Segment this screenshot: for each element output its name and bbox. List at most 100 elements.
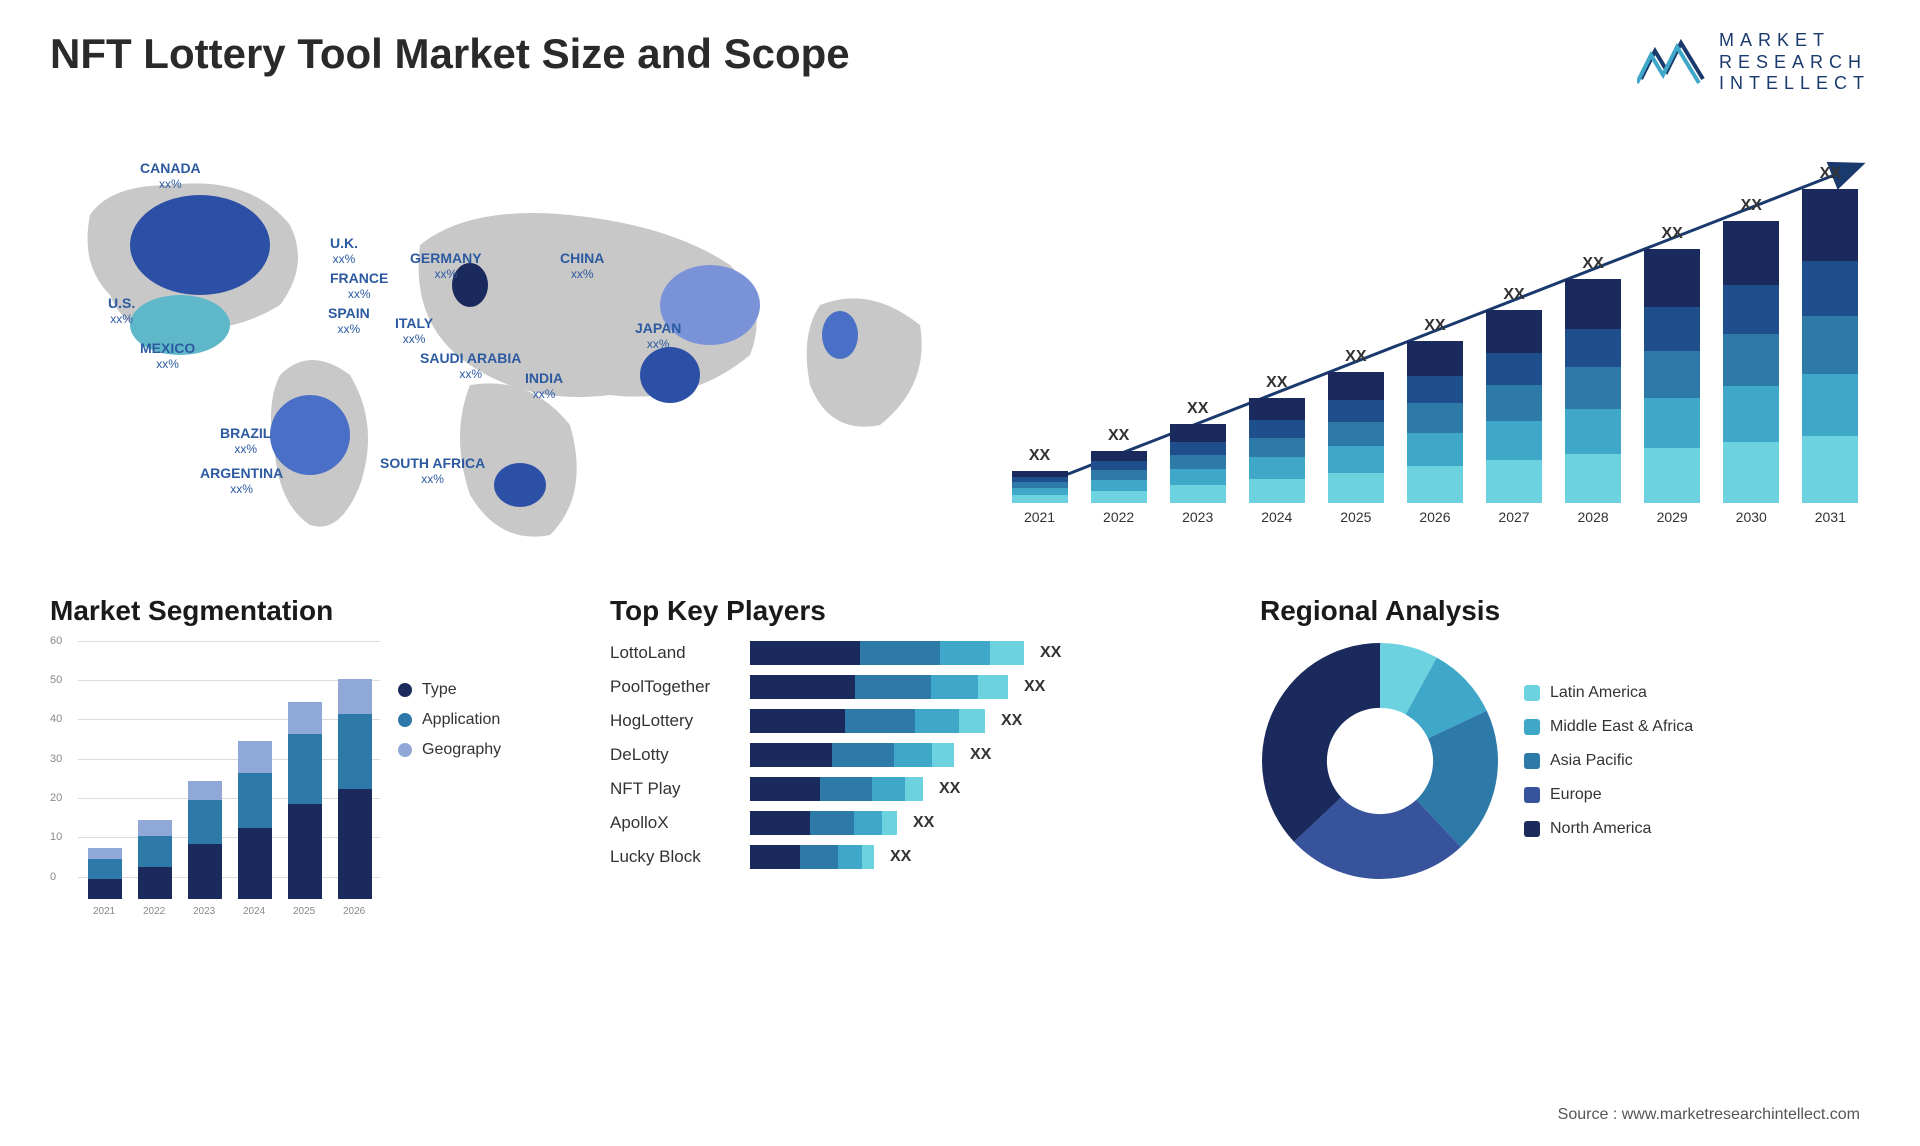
player-name: HogLottery <box>610 711 740 731</box>
seg-legend-item: Type <box>398 681 501 699</box>
growth-bar-label: XX <box>1741 197 1762 215</box>
player-value: XX <box>1040 644 1061 662</box>
growth-year-label: 2030 <box>1736 509 1767 525</box>
map-label: CANADAxx% <box>140 160 201 191</box>
growth-bar: XX 2021 <box>1012 447 1068 525</box>
growth-bar-label: XX <box>1661 225 1682 243</box>
regional-legend-item: Europe <box>1524 786 1693 804</box>
seg-xlabel: 2025 <box>293 906 315 917</box>
segmentation-bar <box>138 820 172 899</box>
player-name: ApolloX <box>610 813 740 833</box>
segmentation-bar <box>238 741 272 898</box>
player-row: ApolloX XX <box>610 811 1220 835</box>
growth-bar-label: XX <box>1029 447 1050 465</box>
growth-chart: XX2021XX2022XX2023XX2024XX2025XX2026XX20… <box>1000 125 1870 555</box>
growth-year-label: 2023 <box>1182 509 1213 525</box>
player-name: Lucky Block <box>610 847 740 867</box>
growth-bar-label: XX <box>1820 165 1841 183</box>
segmentation-section: Market Segmentation 01020304050602021202… <box>50 595 570 921</box>
regional-legend-item: Latin America <box>1524 684 1693 702</box>
player-name: NFT Play <box>610 779 740 799</box>
segmentation-title: Market Segmentation <box>50 595 570 627</box>
brand-logo: MARKET RESEARCH INTELLECT <box>1637 30 1870 95</box>
map-label: GERMANYxx% <box>410 250 482 281</box>
growth-bar: XX2025 <box>1328 348 1384 525</box>
player-value: XX <box>890 848 911 866</box>
growth-bar: XX 2027 <box>1486 286 1542 525</box>
growth-bar: XX 2024 <box>1249 374 1305 525</box>
growth-year-label: 2029 <box>1657 509 1688 525</box>
player-name: PoolTogether <box>610 677 740 697</box>
seg-ylabel: 10 <box>50 831 62 843</box>
growth-year-label: 2022 <box>1103 509 1134 525</box>
growth-bar: XX 2031 <box>1802 165 1858 525</box>
growth-bar: XX 2023 <box>1170 400 1226 525</box>
regional-legend-item: Asia Pacific <box>1524 752 1693 770</box>
seg-ylabel: 50 <box>50 674 62 686</box>
seg-xlabel: 2021 <box>93 906 115 917</box>
seg-legend-item: Application <box>398 711 501 729</box>
growth-year-label: 2026 <box>1419 509 1450 525</box>
players-list: LottoLandXXPoolTogetherXXHogLotteryXXDeL… <box>610 641 1220 869</box>
regional-legend-item: Middle East & Africa <box>1524 718 1693 736</box>
page-title: NFT Lottery Tool Market Size and Scope <box>50 30 850 78</box>
seg-xlabel: 2022 <box>143 906 165 917</box>
growth-bar-label: XX <box>1108 427 1129 445</box>
seg-xlabel: 2024 <box>243 906 265 917</box>
player-row: HogLottery XX <box>610 709 1220 733</box>
player-row: PoolTogether XX <box>610 675 1220 699</box>
growth-year-label: 2021 <box>1024 509 1055 525</box>
growth-year-label: 2027 <box>1498 509 1529 525</box>
regional-section: Regional Analysis Latin AmericaMiddle Ea… <box>1260 595 1870 921</box>
segmentation-bar <box>288 702 322 899</box>
player-value: XX <box>939 780 960 798</box>
growth-year-label: 2025 <box>1340 509 1371 525</box>
segmentation-bar <box>188 781 222 899</box>
seg-xlabel: 2023 <box>193 906 215 917</box>
growth-year-label: 2024 <box>1261 509 1292 525</box>
growth-year-label: 2031 <box>1815 509 1846 525</box>
segmentation-chart: 0102030405060202120222023202420252026 <box>50 641 380 921</box>
player-row: LottoLand XX <box>610 641 1220 665</box>
growth-bar-label: XX <box>1187 400 1208 418</box>
segmentation-bar <box>88 848 122 899</box>
player-row: NFT Play XX <box>610 777 1220 801</box>
player-row: Lucky Block XX <box>610 845 1220 869</box>
growth-bar: XX 2022 <box>1091 427 1147 525</box>
map-label: MEXICOxx% <box>140 340 195 371</box>
player-value: XX <box>913 814 934 832</box>
player-value: XX <box>1001 712 1022 730</box>
growth-year-label: 2028 <box>1578 509 1609 525</box>
player-value: XX <box>1024 678 1045 696</box>
world-map: CANADAxx%U.S.xx%MEXICOxx%BRAZILxx%ARGENT… <box>50 125 970 555</box>
players-title: Top Key Players <box>610 595 1220 627</box>
map-label: INDIAxx% <box>525 370 563 401</box>
seg-xlabel: 2026 <box>343 906 365 917</box>
growth-bar: XX 2030 <box>1723 197 1779 525</box>
map-label: ITALYxx% <box>395 315 433 346</box>
growth-bar-label: XX <box>1503 286 1524 304</box>
map-label: BRAZILxx% <box>220 425 271 456</box>
growth-bar: XX2026 <box>1407 317 1463 525</box>
growth-bar-label: XX <box>1266 374 1287 392</box>
player-name: LottoLand <box>610 643 740 663</box>
logo-line1: MARKET <box>1719 30 1870 52</box>
segmentation-legend: Type Application Geography <box>398 681 501 921</box>
logo-line2: RESEARCH <box>1719 52 1870 74</box>
map-label: SPAINxx% <box>328 305 370 336</box>
seg-ylabel: 0 <box>50 871 56 883</box>
map-label: JAPANxx% <box>635 320 681 351</box>
regional-donut <box>1260 641 1500 881</box>
map-label: U.K.xx% <box>330 235 358 266</box>
regional-legend-item: North America <box>1524 820 1693 838</box>
map-label: ARGENTINAxx% <box>200 465 283 496</box>
seg-legend-item: Geography <box>398 741 501 759</box>
growth-bar-label: XX <box>1582 255 1603 273</box>
growth-bar: XX 2028 <box>1565 255 1621 525</box>
seg-ylabel: 40 <box>50 713 62 725</box>
seg-ylabel: 60 <box>50 635 62 647</box>
map-label: FRANCExx% <box>330 270 388 301</box>
source-text: Source : www.marketresearchintellect.com <box>1558 1106 1860 1124</box>
map-label: SOUTH AFRICAxx% <box>380 455 485 486</box>
map-label: SAUDI ARABIAxx% <box>420 350 521 381</box>
